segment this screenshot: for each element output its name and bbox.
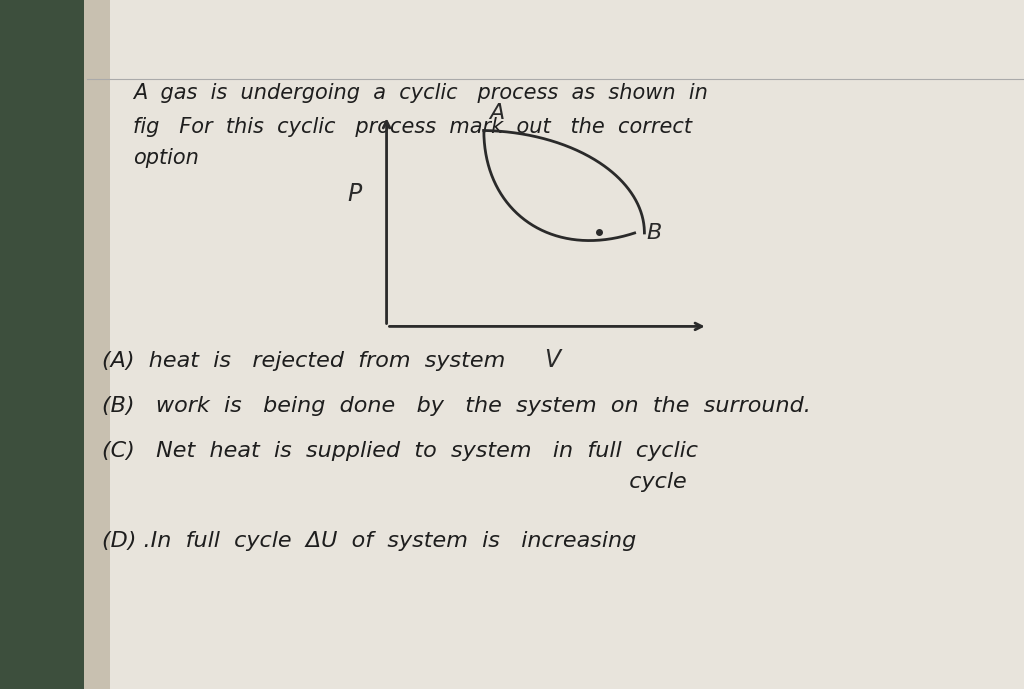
Text: A: A	[488, 103, 504, 123]
Text: P: P	[348, 182, 361, 206]
Text: (A)  heat  is   rejected  from  system: (A) heat is rejected from system	[102, 351, 506, 371]
Bar	[0, 0, 87, 689]
Text: (D) .In  full  cycle  ΔU  of  system  is   increasing: (D) .In full cycle ΔU of system is incre…	[102, 531, 637, 551]
Text: V: V	[544, 347, 560, 371]
Text: option: option	[133, 148, 199, 168]
Text: fig   For  this  cyclic   process  mark  out   the  correct: fig For this cyclic process mark out the…	[133, 117, 692, 137]
Bar	[84, 0, 110, 689]
Text: B: B	[646, 223, 662, 243]
Text: cycle: cycle	[102, 472, 687, 492]
Text: (B)   work  is   being  done   by   the  system  on  the  surround.: (B) work is being done by the system on …	[102, 396, 811, 416]
Text: A  gas  is  undergoing  a  cyclic   process  as  shown  in: A gas is undergoing a cyclic process as …	[133, 83, 708, 103]
Text: (C)   Net  heat  is  supplied  to  system   in  full  cyclic: (C) Net heat is supplied to system in fu…	[102, 441, 698, 461]
